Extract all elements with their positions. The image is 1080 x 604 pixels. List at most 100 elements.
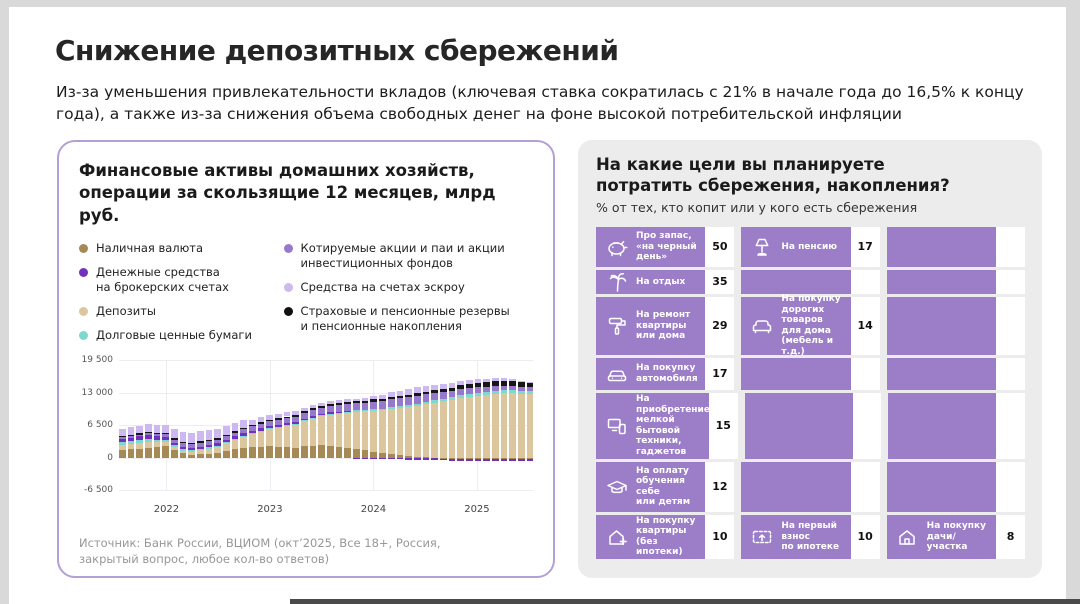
bar-segment [379, 398, 386, 401]
bar-segment [483, 394, 490, 458]
bar-segment [205, 453, 213, 458]
bar-segment [526, 458, 534, 461]
bar-segment [249, 434, 256, 448]
bar-segment [465, 396, 473, 458]
bar-segment [491, 459, 499, 461]
bar-segment [153, 425, 161, 433]
goal-value: 10 [705, 514, 735, 559]
bar-segment [439, 398, 447, 402]
bar-segment [379, 400, 386, 409]
bar-segment [309, 417, 317, 419]
goal-label: На покупку дорогих товаров для дома (меб… [781, 294, 841, 358]
bar-segment [162, 439, 170, 443]
bar-segment [500, 393, 508, 458]
goal-cell: На пенсию [741, 226, 851, 267]
page-subtitle: Из-за уменьшения привлекательности вклад… [56, 83, 1024, 123]
bar-segment [266, 419, 274, 422]
goal-cell: На первый взнос по ипотеке [741, 514, 851, 559]
bar-segment [301, 420, 308, 422]
column-gap [880, 270, 887, 294]
bar-column [327, 360, 334, 490]
bar-segment [335, 446, 343, 458]
bar-segment [526, 391, 534, 395]
bar-segment [457, 388, 464, 395]
goal-cell-empty [741, 357, 851, 390]
bar-segment [422, 404, 430, 458]
bar-segment [188, 450, 196, 452]
bar-segment [448, 387, 456, 392]
bar-segment [344, 403, 352, 411]
bar-segment [379, 394, 386, 399]
bar-segment [249, 424, 256, 427]
bar-segment [145, 447, 152, 458]
bar-segment [318, 416, 326, 446]
table-row: На ремонт квартиры или дома 29 На покупку … [596, 294, 1025, 358]
bar-segment [448, 399, 456, 458]
house-icon [894, 525, 921, 549]
goal-value: 29 [705, 296, 735, 355]
bar-segment [483, 382, 490, 387]
bar-segment [205, 445, 213, 448]
bar-segment [457, 397, 464, 458]
bar-segment [500, 459, 508, 461]
bar-segment [327, 404, 334, 406]
bar-segment [405, 457, 412, 460]
bar-segment [283, 418, 291, 424]
bar-segment [171, 447, 178, 451]
bar-segment [465, 388, 473, 394]
bar-segment [413, 395, 421, 404]
bar-segment [465, 384, 473, 389]
bar-column [292, 360, 300, 490]
bar-segment [431, 457, 438, 459]
bar-segment [145, 431, 152, 433]
bar-column [361, 360, 369, 490]
bar-segment [396, 408, 404, 456]
house-plus-icon [603, 525, 630, 549]
bar-segment [214, 453, 222, 458]
bar-column [500, 360, 508, 490]
bar-segment [309, 405, 317, 409]
bar-segment [526, 381, 534, 384]
bar-segment [361, 457, 369, 459]
bar-segment [439, 457, 447, 459]
bar-segment [266, 426, 274, 429]
bar-column [353, 360, 360, 490]
bar-segment [266, 428, 274, 430]
bar-segment [145, 441, 152, 448]
bar-segment [231, 440, 239, 450]
bar-segment [483, 386, 490, 392]
bar-segment [439, 389, 447, 393]
goal-value-empty [852, 392, 882, 459]
bar-column [231, 360, 239, 490]
bar-segment [231, 439, 239, 441]
bar-segment [379, 410, 386, 454]
goal-cell-empty [741, 461, 851, 512]
bar-column [387, 360, 395, 490]
bar-segment [119, 437, 126, 439]
goal-value: 15 [709, 392, 738, 459]
goal-cell: На приобретение мелкой бытовой техники, … [596, 392, 710, 459]
chart-y-axis: 19 500 13 000 6 500 0 -6 500 [79, 355, 119, 495]
bar-segment [223, 439, 230, 443]
bar-segment [266, 446, 274, 458]
bar-segment [517, 386, 525, 391]
bar-segment [413, 387, 421, 394]
bar-segment [422, 457, 430, 458]
x-tick-label: 2022 [153, 504, 180, 516]
bar-segment [283, 412, 291, 417]
bar-segment [127, 441, 135, 445]
bar-segment [353, 411, 360, 449]
bar-segment [491, 378, 499, 382]
goal-cell-empty [886, 296, 997, 355]
bar-segment [301, 412, 308, 419]
bar-segment [465, 457, 473, 460]
bar-segment [179, 441, 187, 444]
goal-cell: На покупку квартиры (без ипотеки) [596, 514, 706, 559]
bar-segment [387, 407, 395, 410]
goal-cell-empty [741, 269, 851, 294]
bar-segment [136, 434, 144, 437]
bar-segment [361, 409, 369, 412]
goal-cell-empty [886, 226, 997, 267]
bar-segment [448, 391, 456, 398]
bar-segment [387, 454, 395, 458]
